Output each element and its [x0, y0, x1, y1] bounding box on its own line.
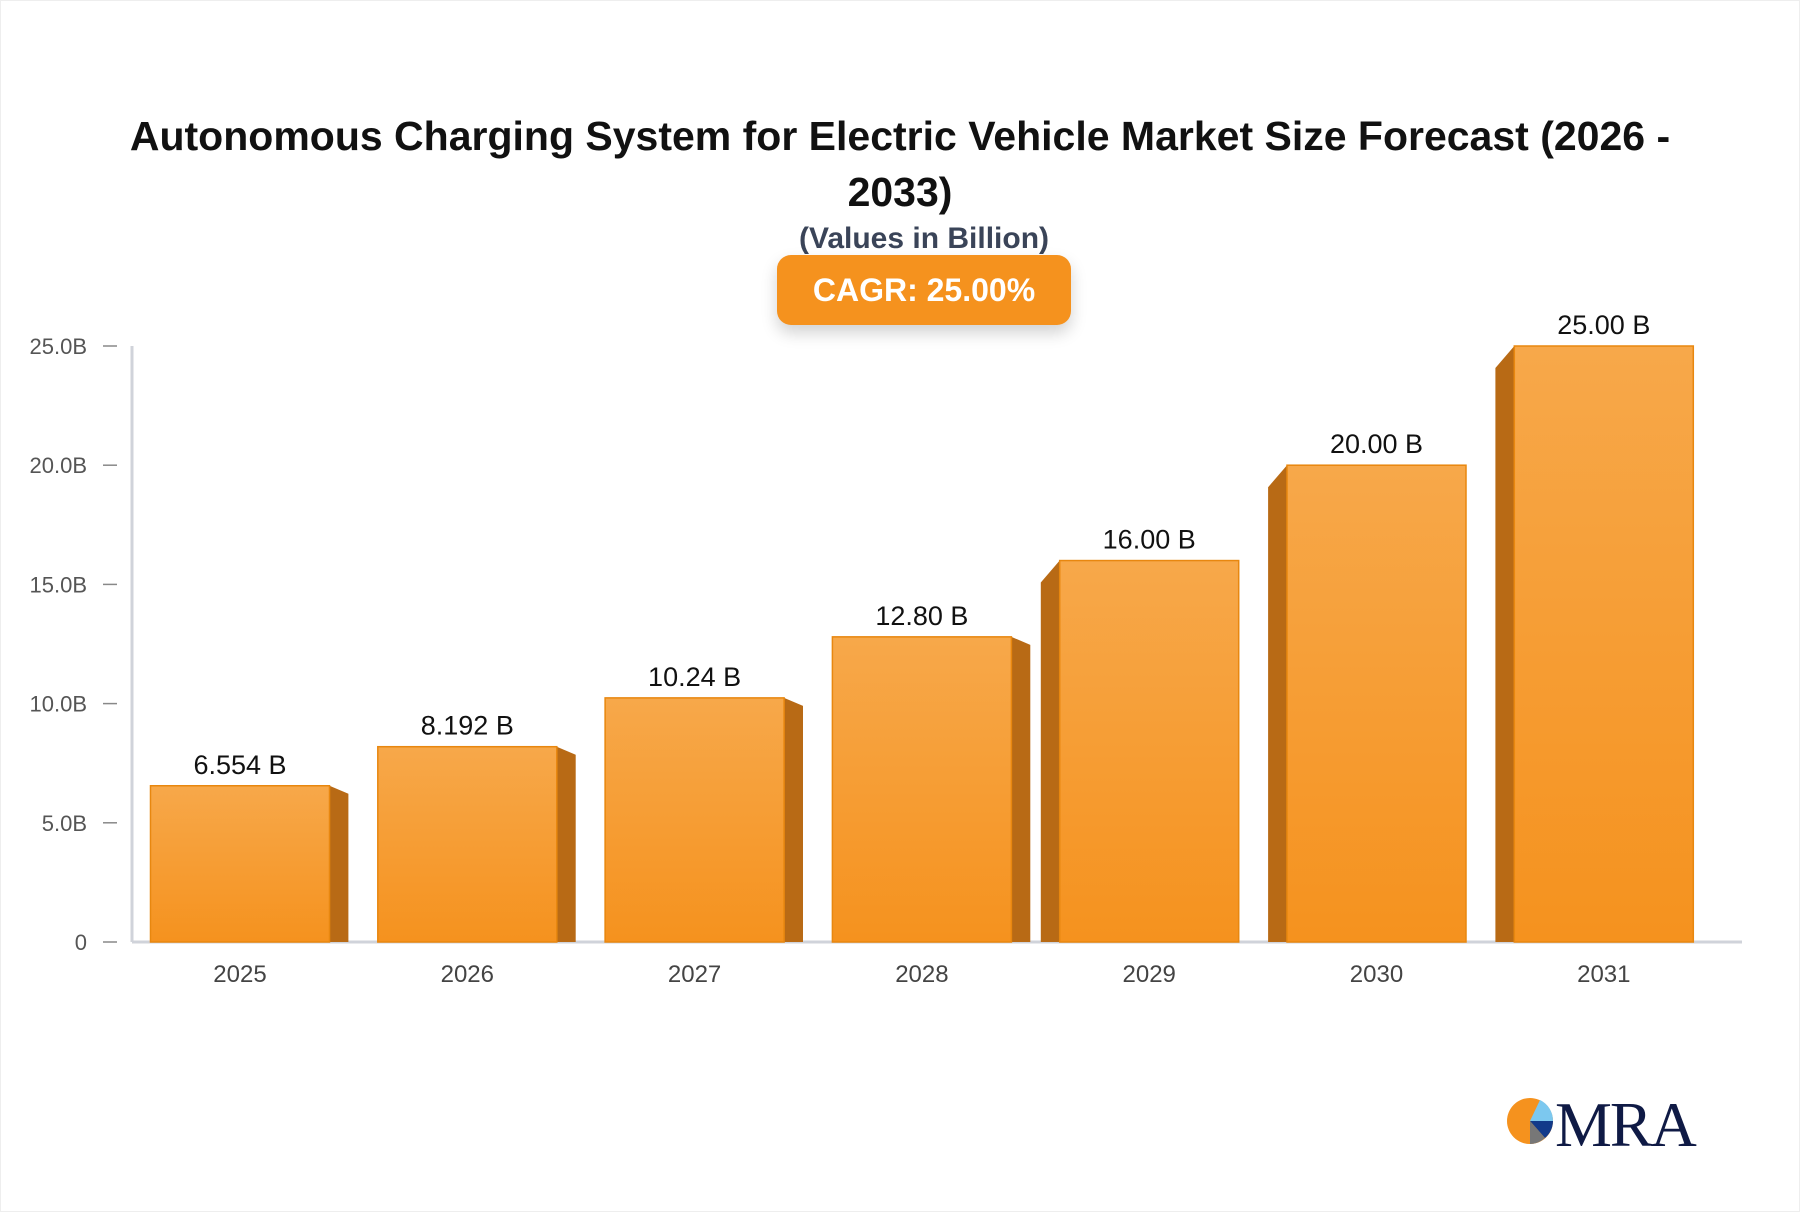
y-tick-label: 10.0B: [30, 692, 88, 717]
chart-subtitle: (Values in Billion): [798, 222, 1050, 255]
bar: [1058, 559, 1240, 943]
x-tick-label: 2026: [441, 961, 494, 988]
bar-value-label: 20.00 B: [1330, 429, 1423, 459]
x-tick-label: 2025: [213, 961, 266, 988]
bar-value-label: 25.00 B: [1557, 310, 1650, 340]
logo-text: MRA: [1555, 1089, 1697, 1160]
bar: [604, 697, 785, 943]
y-tick-label: 5.0B: [42, 811, 87, 836]
bar-value-label: 8.192 B: [421, 711, 514, 741]
y-tick-label: 25.0B: [30, 334, 88, 359]
bar-side: [329, 785, 349, 942]
bar: [1513, 345, 1695, 943]
bar-value-label: 12.80 B: [875, 601, 968, 631]
bar-side: [1011, 636, 1031, 942]
y-tick-label: 0: [75, 930, 87, 955]
bar: [1286, 464, 1467, 943]
x-tick-label: 2028: [895, 961, 948, 988]
mra-logo-icon: [1507, 1098, 1554, 1144]
bar-side: [556, 746, 576, 942]
bar-side: [1040, 560, 1060, 942]
bar: [377, 745, 558, 943]
bar-side: [1268, 465, 1287, 942]
bar-side: [784, 697, 803, 942]
x-tick-label: 2031: [1577, 961, 1630, 988]
bar-value-label: 16.00 B: [1103, 525, 1196, 555]
bar-value-label: 10.24 B: [648, 662, 741, 692]
y-tick-label: 20.0B: [30, 453, 88, 478]
x-tick-label: 2030: [1350, 961, 1403, 988]
x-tick-label: 2027: [668, 961, 721, 988]
cagr-badge: CAGR: 25.00%: [777, 255, 1071, 325]
bar: [831, 636, 1013, 943]
bar: [149, 785, 331, 943]
chart-title: Autonomous Charging System for Electric …: [129, 113, 1671, 215]
bar-side: [1495, 346, 1515, 942]
bar-value-label: 6.554 B: [193, 750, 286, 780]
x-tick-label: 2029: [1123, 961, 1176, 988]
y-tick-label: 15.0B: [30, 572, 88, 597]
